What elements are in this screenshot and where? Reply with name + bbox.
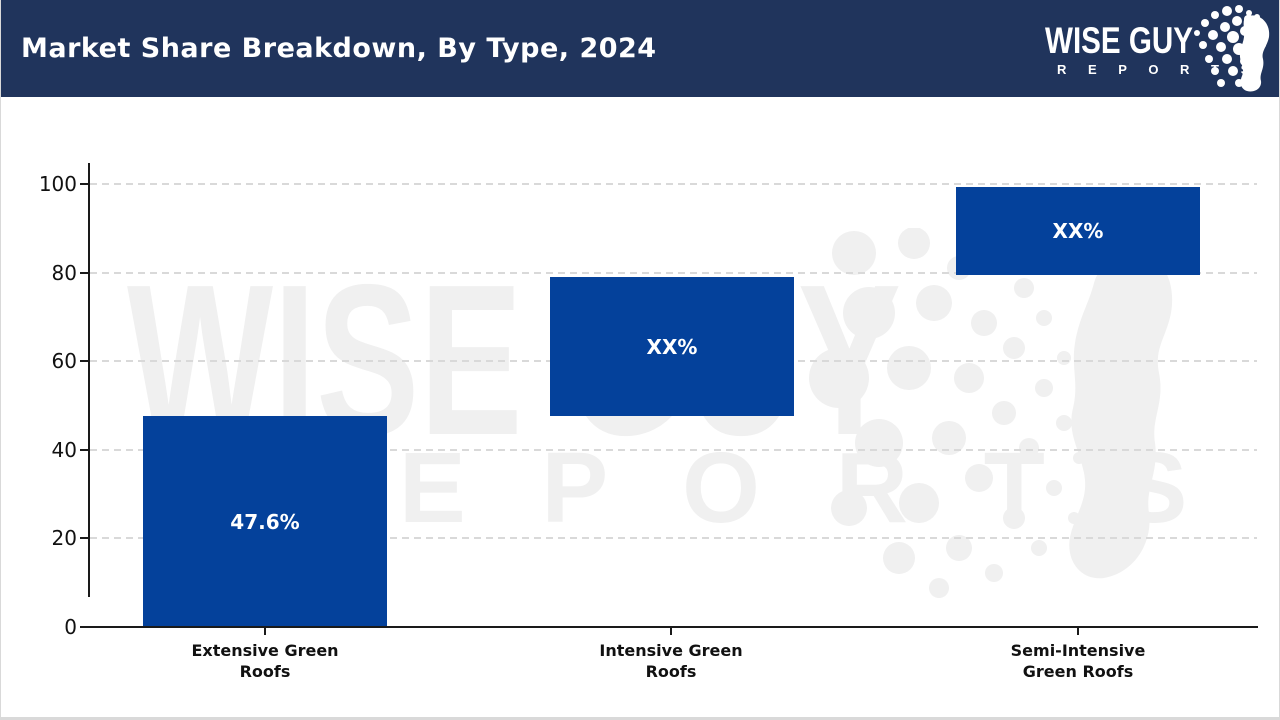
logo-brand-text: WISE GUY: [1045, 20, 1194, 61]
x-category-label: Semi-Intensive Green Roofs: [1010, 641, 1146, 681]
y-tick-label: 60: [51, 349, 77, 374]
bottom-edge-line: [1, 717, 1279, 719]
y-axis-tick: [80, 271, 89, 274]
y-axis-tick: [80, 183, 89, 186]
x-axis-spine: [88, 626, 1258, 628]
gridline: [90, 271, 1257, 274]
bar-segment: XX%: [550, 276, 794, 417]
x-axis-tick: [670, 628, 672, 635]
page-title: Market Share Breakdown, By Type, 2024: [21, 33, 657, 64]
y-axis-spine: [88, 163, 90, 597]
gridline: [90, 448, 1257, 451]
y-tick-label: 40: [51, 437, 77, 462]
bar-value-label: XX%: [1052, 219, 1104, 244]
brand-logo: WISE GUY R E P O R T S: [1013, 0, 1273, 97]
bar-segment: 47.6%: [143, 416, 387, 627]
logo-reports-text: R E P O R T S: [1057, 62, 1259, 77]
gridline: [90, 183, 1257, 186]
y-tick-label: 80: [51, 260, 77, 285]
y-axis-tick: [80, 537, 89, 540]
bar-value-label: XX%: [646, 334, 698, 359]
x-axis-tick: [264, 628, 266, 635]
y-axis-tick: [80, 626, 89, 628]
y-tick-label: 20: [51, 526, 77, 551]
y-axis-tick: [80, 448, 89, 451]
x-category-label: Extensive Green Roofs: [191, 641, 339, 681]
x-category-label: Intensive Green Roofs: [599, 641, 743, 681]
plot-area: 0 20 40 60 80 100 47.6% XX% XX% Extensive Green…: [1, 97, 1279, 719]
bar-value-label: 47.6%: [230, 509, 300, 534]
gridline: [90, 537, 1257, 540]
header-bar: Market Share Breakdown, By Type, 2024 WI…: [1, 0, 1279, 97]
watermark-face-dots-icon: [809, 228, 1173, 598]
x-axis-tick: [1077, 628, 1079, 635]
logo-face-icon: [1194, 5, 1270, 92]
y-tick-label: 100: [38, 172, 77, 197]
y-axis-tick: [80, 360, 89, 363]
bar-segment: XX%: [956, 187, 1200, 276]
y-tick-label: 0: [64, 615, 77, 639]
